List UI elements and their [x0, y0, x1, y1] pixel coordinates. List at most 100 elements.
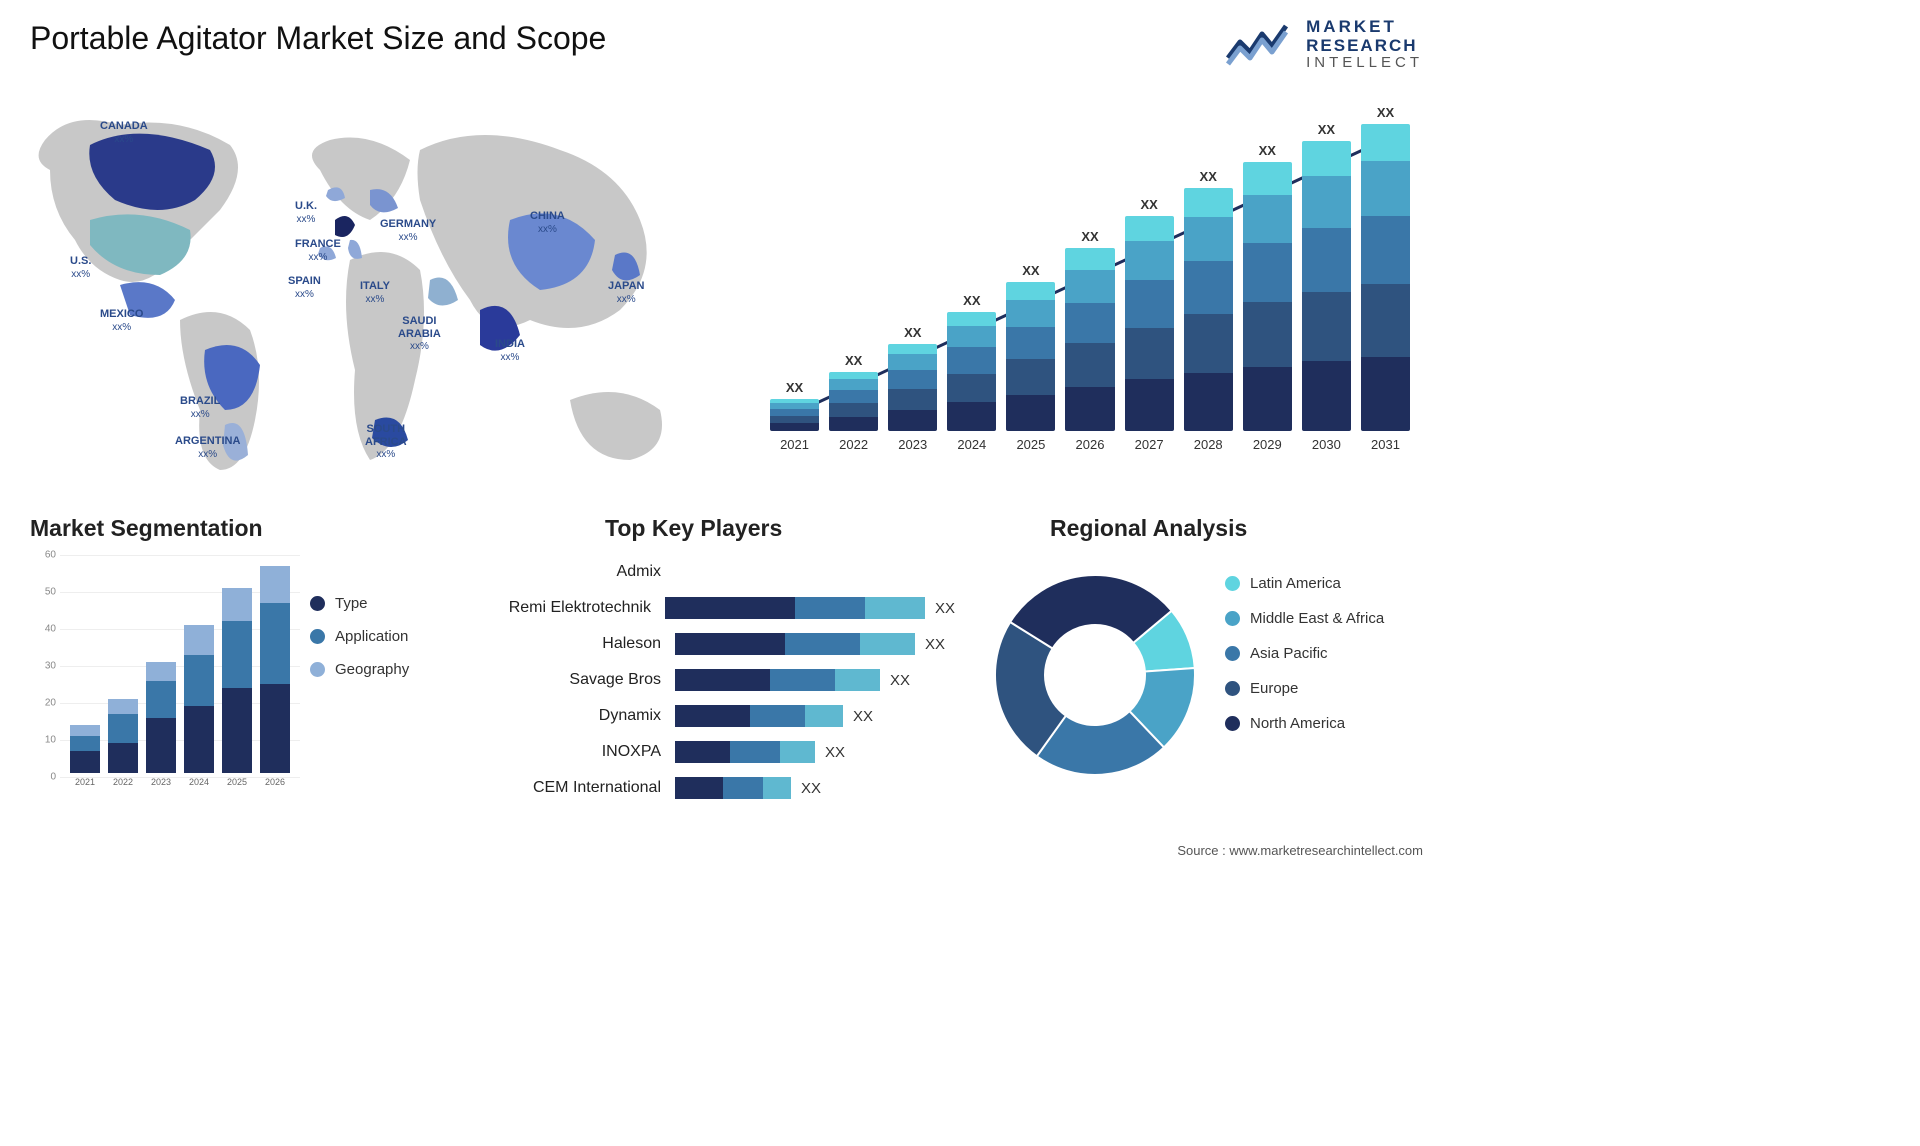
seg-year-label: 2025 [227, 777, 247, 787]
bar-year-label: 2029 [1253, 437, 1282, 452]
bar-value-label: XX [1081, 229, 1098, 244]
player-name: Savage Bros [485, 671, 675, 689]
map-label: U.K.xx% [295, 200, 317, 225]
player-value: XX [925, 636, 945, 653]
seg-year-label: 2026 [265, 777, 285, 787]
map-label: ITALYxx% [360, 280, 390, 305]
segmentation-title: Market Segmentation [30, 515, 263, 542]
bar-year-label: 2028 [1194, 437, 1223, 452]
map-label: INDIAxx% [495, 338, 525, 363]
bar-year-label: 2030 [1312, 437, 1341, 452]
player-name: Remi Elektrotechnik [485, 599, 665, 617]
map-label: CHINAxx% [530, 210, 565, 235]
page-title: Portable Agitator Market Size and Scope [30, 20, 606, 57]
legend-item: Middle East & Africa [1225, 610, 1384, 627]
growth-bar: XX 2024 [947, 293, 996, 452]
growth-bar: XX 2031 [1361, 105, 1410, 452]
player-row: Savage Bros XX [485, 663, 955, 697]
y-tick: 30 [30, 661, 56, 672]
y-tick: 20 [30, 698, 56, 709]
bar-value-label: XX [1140, 197, 1157, 212]
seg-year-label: 2021 [75, 777, 95, 787]
bar-year-label: 2031 [1371, 437, 1400, 452]
bar-year-label: 2024 [957, 437, 986, 452]
regional-chart: Latin America Middle East & Africa Asia Pa… [985, 555, 1430, 835]
bar-value-label: XX [786, 380, 803, 395]
growth-bar: XX 2028 [1184, 169, 1233, 452]
seg-bar: 2023 [146, 662, 176, 787]
logo-line3: INTELLECT [1306, 55, 1423, 72]
bar-year-label: 2025 [1016, 437, 1045, 452]
legend-item: Latin America [1225, 575, 1384, 592]
map-label: CANADAxx% [100, 120, 148, 145]
legend-item: Asia Pacific [1225, 645, 1384, 662]
player-bar [675, 777, 791, 799]
growth-bar: XX 2030 [1302, 122, 1351, 452]
player-name: Haleson [485, 635, 675, 653]
players-chart: AdmixRemi ElektrotechnikXXHalesonXXSavag… [485, 555, 955, 835]
player-row: Admix [485, 555, 955, 589]
growth-bar: XX 2025 [1006, 263, 1055, 452]
y-tick: 60 [30, 550, 56, 561]
bar-value-label: XX [1022, 263, 1039, 278]
seg-bar: 2022 [108, 699, 138, 787]
player-bar [675, 705, 843, 727]
world-map: CANADAxx%U.S.xx%MEXICOxx%BRAZILxx%ARGENT… [20, 90, 720, 490]
legend-item: North America [1225, 715, 1384, 732]
bar-value-label: XX [1377, 105, 1394, 120]
y-tick: 50 [30, 587, 56, 598]
player-bar [665, 597, 925, 619]
player-bar [675, 669, 880, 691]
seg-year-label: 2022 [113, 777, 133, 787]
bar-value-label: XX [845, 353, 862, 368]
growth-bar: XX 2029 [1243, 143, 1292, 452]
seg-bar: 2024 [184, 625, 214, 787]
player-row: INOXPA XX [485, 735, 955, 769]
seg-bar: 2025 [222, 588, 252, 787]
y-tick: 10 [30, 735, 56, 746]
player-name: INOXPA [485, 743, 675, 761]
map-label: FRANCExx% [295, 238, 341, 263]
map-label: GERMANYxx% [380, 218, 436, 243]
seg-year-label: 2023 [151, 777, 171, 787]
player-value: XX [890, 672, 910, 689]
logo: MARKET RESEARCH INTELLECT [1224, 18, 1423, 72]
logo-icon [1224, 20, 1294, 70]
seg-bar: 2021 [70, 725, 100, 787]
players-title: Top Key Players [605, 515, 782, 542]
legend-item: Type [310, 595, 470, 612]
player-row: Remi ElektrotechnikXX [485, 591, 955, 625]
logo-line2: RESEARCH [1306, 37, 1423, 56]
donut-icon [985, 565, 1205, 785]
player-name: Dynamix [485, 707, 675, 725]
bar-year-label: 2022 [839, 437, 868, 452]
player-value: XX [853, 708, 873, 725]
map-label: ARGENTINAxx% [175, 435, 240, 460]
map-label: MEXICOxx% [100, 308, 143, 333]
bar-year-label: 2026 [1076, 437, 1105, 452]
growth-chart: XX2021XX2022XX2023XX2024XX2025XX2026XX20… [740, 100, 1420, 480]
bar-year-label: 2023 [898, 437, 927, 452]
map-label: JAPANxx% [608, 280, 644, 305]
growth-bar: XX2027 [1125, 197, 1174, 452]
player-row: Haleson XX [485, 627, 955, 661]
bar-year-label: 2021 [780, 437, 809, 452]
bar-value-label: XX [904, 325, 921, 340]
player-name: Admix [485, 563, 675, 581]
player-bar [675, 741, 815, 763]
bar-value-label: XX [1200, 169, 1217, 184]
segmentation-chart: 0102030405060 202120222023202420252026 T… [30, 555, 470, 815]
growth-bar: XX 2023 [888, 325, 937, 452]
player-row: Dynamix XX [485, 699, 955, 733]
player-value: XX [825, 744, 845, 761]
map-label: SOUTHAFRICAxx% [365, 423, 407, 461]
map-label: U.S.xx% [70, 255, 91, 280]
logo-line1: MARKET [1306, 18, 1423, 37]
bar-value-label: XX [1259, 143, 1276, 158]
bar-value-label: XX [963, 293, 980, 308]
legend-item: Geography [310, 661, 470, 678]
growth-bar: XX 2026 [1065, 229, 1114, 452]
bar-value-label: XX [1318, 122, 1335, 137]
map-label: SPAINxx% [288, 275, 321, 300]
y-tick: 0 [30, 772, 56, 783]
